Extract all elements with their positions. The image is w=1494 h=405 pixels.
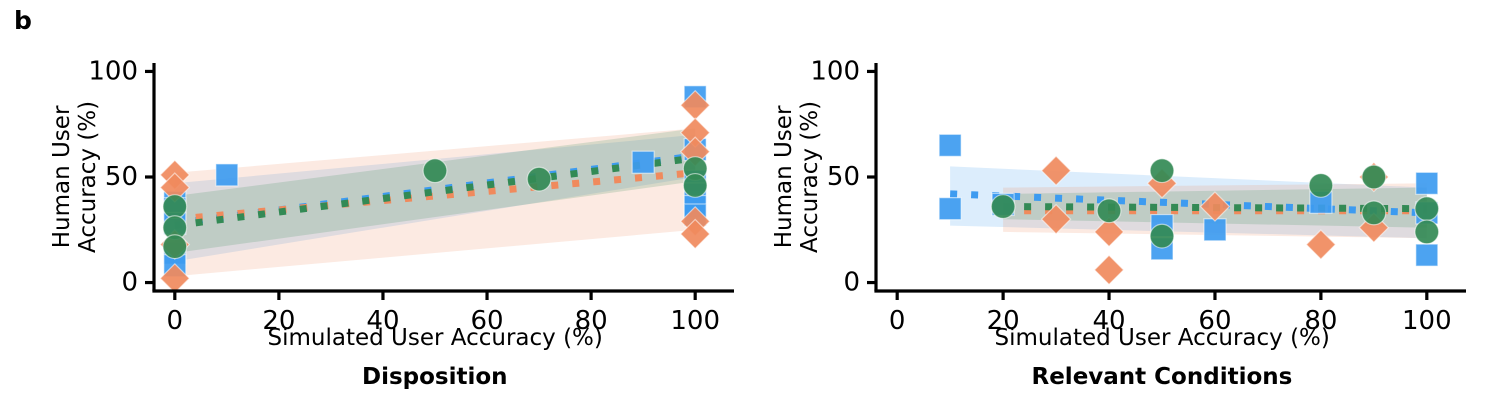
- x-tick-label: 40: [1092, 306, 1125, 336]
- x-axis-label-left: Simulated User Accuracy (%): [267, 325, 603, 351]
- x-tick-label: 0: [167, 306, 184, 336]
- data-point-green: [990, 194, 1016, 220]
- x-tick-label: 100: [670, 306, 720, 336]
- y-tick-label: 0: [121, 268, 138, 298]
- y-tick-label: 0: [843, 268, 860, 298]
- data-point-blue: [631, 150, 655, 174]
- data-point-green: [1414, 219, 1440, 245]
- data-point-green: [1149, 223, 1175, 249]
- data-point-blue: [938, 133, 962, 157]
- data-point-green: [682, 172, 708, 198]
- data-point-blue: [1415, 171, 1439, 195]
- y-tick-label: 100: [88, 56, 138, 86]
- panel-disposition: Human User Accuracy (%) 0 50 100 0 20 40 60 80 1…: [49, 56, 734, 390]
- plot-area-disposition: 0 50 100 0 20 40 60 80 100: [88, 56, 734, 336]
- x-tick-label: 60: [470, 306, 503, 336]
- data-point-blue: [215, 163, 239, 187]
- x-tick-label: 20: [987, 306, 1020, 336]
- x-axis-label-right: Simulated User Accuracy (%): [994, 325, 1330, 351]
- data-point-blue: [938, 197, 962, 221]
- confidence-band-green: [174, 128, 696, 253]
- x-tick-label: 80: [1304, 306, 1337, 336]
- panel-letter: b: [14, 6, 32, 35]
- x-tick-label: 60: [1198, 306, 1231, 336]
- x-tick-label: 20: [262, 306, 295, 336]
- panel-relevant-conditions: Human User Accuracy (%) 0 50 100 0 20 40 60 80 1…: [747, 0, 1494, 405]
- data-point-green: [1149, 158, 1175, 184]
- data-point-orange: [1199, 191, 1231, 222]
- y-tick-label: 50: [105, 162, 138, 192]
- data-point-green: [162, 234, 188, 260]
- data-point-blue: [1203, 218, 1227, 242]
- x-tick-label: 100: [1402, 306, 1452, 336]
- x-tick-label: 40: [366, 306, 399, 336]
- data-point-green: [1361, 200, 1387, 226]
- data-point-orange: [1093, 216, 1125, 248]
- y-tick-label: 50: [827, 162, 860, 192]
- data-point-orange: [1040, 203, 1072, 235]
- data-point-orange: [1093, 254, 1125, 286]
- y-tick-label: 100: [810, 56, 860, 86]
- x-tick-label: 80: [575, 306, 608, 336]
- data-point-blue: [1415, 243, 1439, 267]
- data-point-orange: [1305, 229, 1337, 260]
- data-point-green: [1414, 196, 1440, 222]
- data-point-green: [162, 194, 188, 220]
- subtitle-disposition: Disposition: [362, 364, 508, 390]
- data-point-green: [1361, 164, 1387, 190]
- x-tick-label: 0: [889, 306, 906, 336]
- regression-line-green: [174, 154, 696, 230]
- data-point-green: [1096, 198, 1122, 224]
- data-point-green: [422, 158, 448, 184]
- data-point-green: [1308, 172, 1334, 198]
- data-point-green: [526, 166, 552, 192]
- plot-area-relevant-conditions: 0 50 100 0 20 40 60 80 100: [810, 56, 1466, 336]
- confidence-band-blue: [174, 134, 696, 262]
- data-point-orange: [679, 218, 711, 250]
- data-point-orange: [1040, 155, 1072, 187]
- subtitle-relevant-conditions: Relevant Conditions: [1031, 364, 1293, 390]
- confidence-band-orange: [174, 128, 696, 277]
